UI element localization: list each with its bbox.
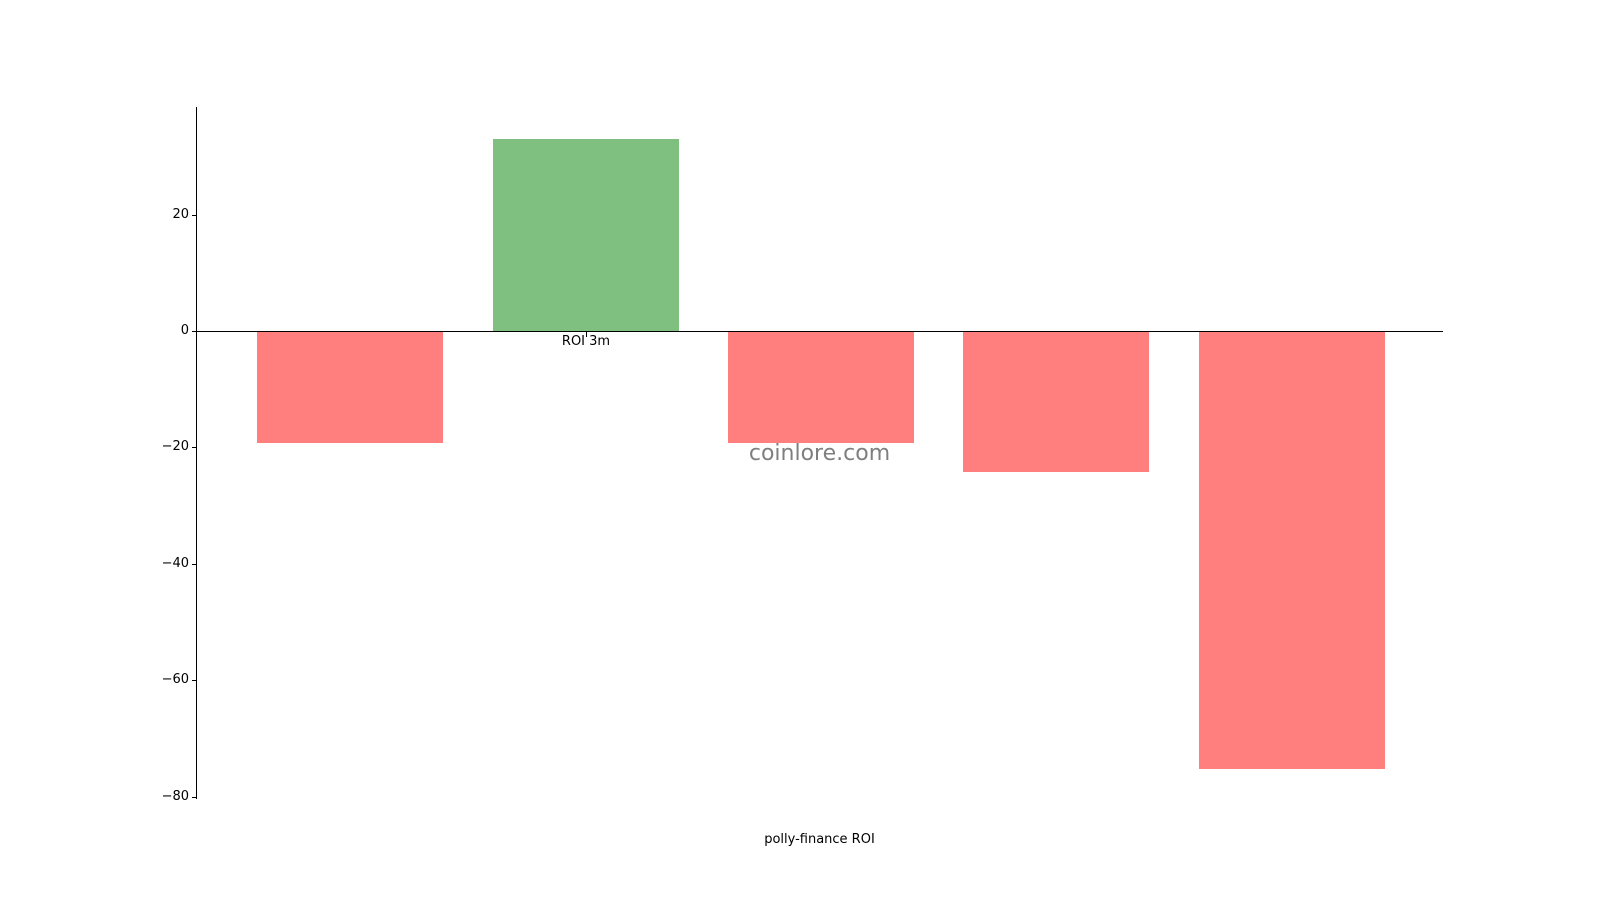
bar-negative — [257, 332, 443, 443]
y-axis-line — [196, 107, 197, 799]
bar-negative — [963, 332, 1149, 472]
y-tick-mark — [192, 215, 196, 216]
y-tick-mark — [192, 447, 196, 448]
y-tick-label: −40 — [161, 556, 189, 571]
y-tick-label: −60 — [161, 672, 189, 687]
y-tick-mark — [192, 564, 196, 565]
x-tick-label: ROI 3m — [561, 334, 611, 349]
y-tick-mark — [192, 331, 196, 332]
y-tick-label: −20 — [161, 439, 189, 454]
bar-negative — [728, 332, 914, 443]
x-tick-mark — [586, 331, 587, 337]
chart-title: polly-finance ROI — [764, 832, 875, 847]
y-tick-label: 0 — [180, 323, 189, 338]
y-tick-label: −80 — [161, 789, 189, 804]
x-axis-zero-line — [196, 331, 1443, 332]
watermark-text: coinlore.com — [748, 441, 891, 466]
y-tick-label: 20 — [172, 207, 189, 222]
bar-positive — [493, 139, 679, 331]
bar-negative — [1199, 332, 1385, 769]
y-tick-mark — [192, 680, 196, 681]
y-tick-mark — [192, 797, 196, 798]
